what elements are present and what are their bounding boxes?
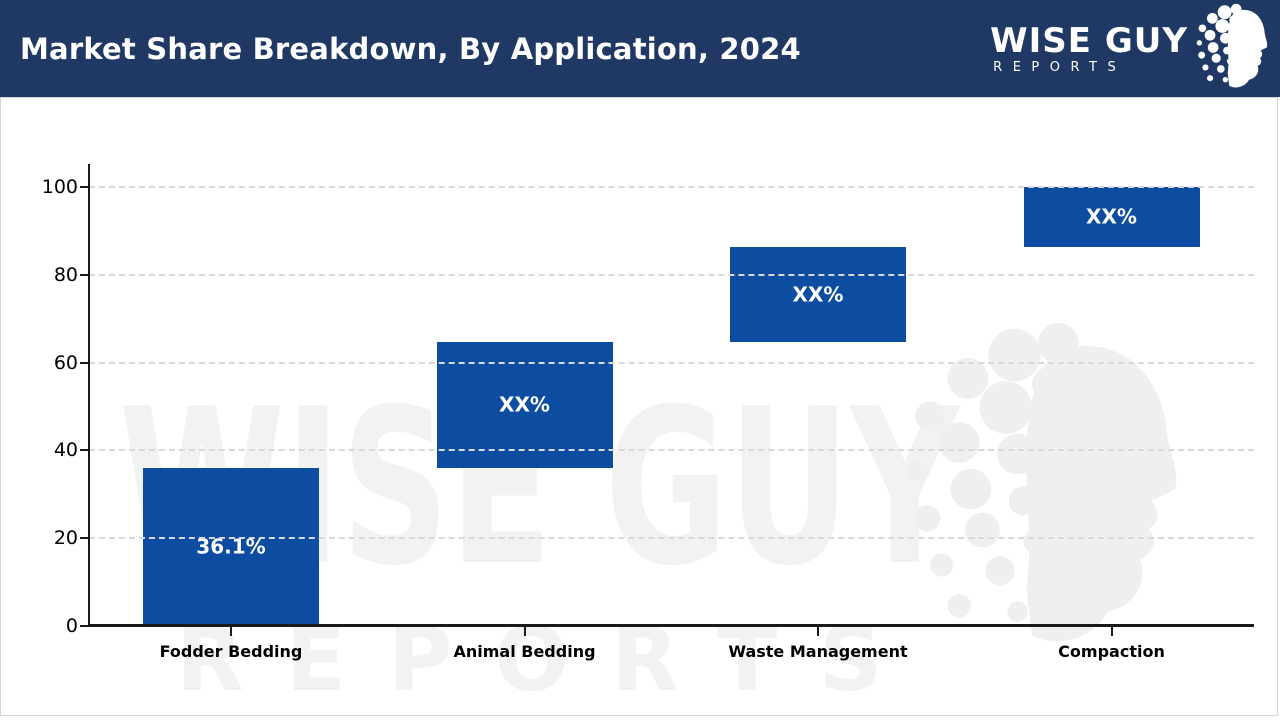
x-tick-mark (230, 627, 232, 636)
gridline (89, 273, 1254, 276)
x-tick-mark (523, 627, 526, 636)
wise-guy-reports-logo: WISE GUY REPORTS (990, 6, 1270, 92)
plot: 0 20 40 60 80 100 36.1% Fodder Bedding XX% Animal… (1, 98, 1279, 716)
gridline (89, 186, 1254, 188)
y-tick-label: 0 (65, 615, 78, 637)
y-tick-label: 20 (53, 527, 78, 550)
logo-text: WISE GUY REPORTS (990, 24, 1188, 74)
x-category-label: Waste Management (728, 642, 908, 661)
y-tick-mark (80, 625, 89, 627)
gridline (89, 361, 1254, 364)
gridline (89, 449, 1254, 452)
bar-waste-management: XX% (730, 247, 906, 343)
page-title: Market Share Breakdown, By Application, … (20, 31, 801, 66)
logo-subtitle: REPORTS (993, 60, 1127, 75)
y-tick-mark (80, 361, 89, 364)
y-tick-mark (80, 273, 89, 276)
y-tick-mark (80, 449, 89, 452)
watermark-subtitle: REPORTS (176, 608, 925, 711)
x-category-label: Fodder Bedding (159, 642, 303, 661)
bar-fodder-bedding: 36.1% (143, 467, 319, 626)
gridline (89, 537, 1254, 540)
y-tick-label: 40 (53, 439, 78, 462)
y-tick-label: 80 (53, 263, 78, 286)
chart-area: WISE GUY REPORTS 0 20 40 60 80 100 36.1% Fodder… (0, 97, 1278, 716)
y-tick-label: 100 (41, 176, 78, 198)
title-bar: Market Share Breakdown, By Application, … (0, 0, 1280, 97)
y-axis-line (88, 164, 90, 626)
y-tick-label: 60 (53, 351, 78, 374)
y-tick-mark (80, 186, 89, 188)
bar-compaction: XX% (1023, 187, 1200, 248)
y-tick-mark (80, 537, 89, 540)
x-tick-mark (817, 627, 819, 636)
dotted-head-icon (1190, 3, 1270, 95)
logo-wordmark: WISE GUY (990, 21, 1188, 61)
x-category-label: Animal Bedding (453, 642, 596, 661)
bar-value-label: XX% (792, 282, 844, 307)
bar-value-label: XX% (1086, 204, 1137, 229)
bar-value-label: XX% (499, 392, 550, 417)
x-axis-line (89, 624, 1254, 627)
x-tick-mark (1110, 627, 1113, 636)
x-category-label: Compaction (1058, 642, 1165, 661)
